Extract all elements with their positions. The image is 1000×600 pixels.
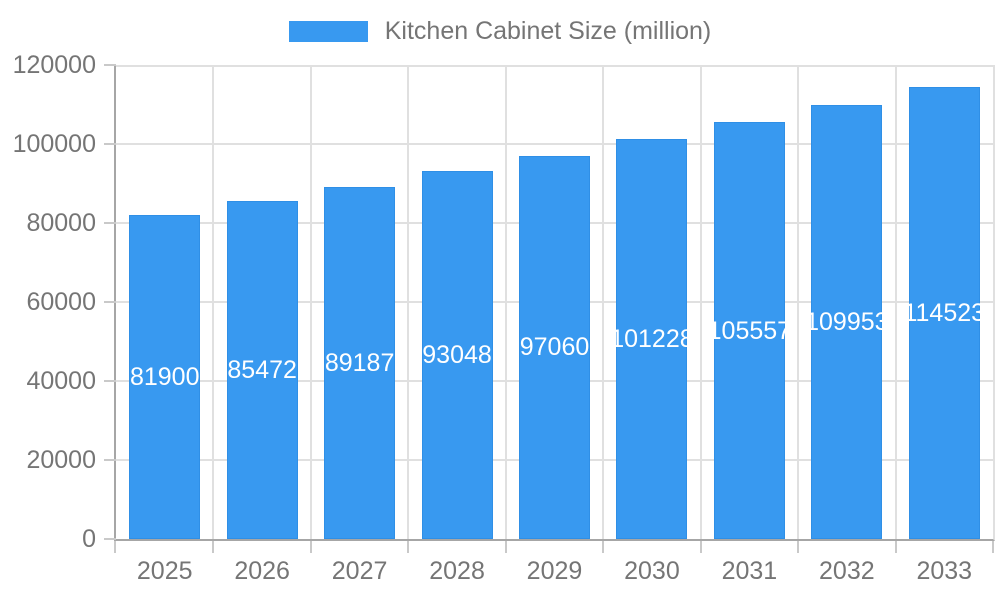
bar-value-label: 109953 <box>805 307 889 336</box>
gridline-vertical <box>797 65 800 539</box>
bar-2026[interactable] <box>226 201 298 539</box>
x-axis-tick <box>894 541 897 553</box>
x-axis-label: 2032 <box>819 557 875 585</box>
bar-value-label: 105557 <box>707 316 792 345</box>
bar-value-label: 97060 <box>519 333 590 362</box>
bar-value-label: 114523 <box>903 298 986 327</box>
y-axis-tick <box>104 222 116 224</box>
gridline-vertical <box>309 65 312 539</box>
x-axis-label: 2031 <box>721 557 778 585</box>
y-axis-label: 120000 <box>12 51 96 79</box>
x-axis-label: 2029 <box>526 557 583 585</box>
y-axis-label: 40000 <box>26 367 96 395</box>
x-axis-label: 2033 <box>916 557 973 585</box>
y-axis-tick <box>104 380 116 382</box>
y-axis-label: 60000 <box>26 288 96 316</box>
y-axis-tick <box>104 64 116 66</box>
bar-value-label: 85472 <box>227 356 297 385</box>
bar-2025[interactable] <box>129 215 201 539</box>
gridline-vertical <box>699 65 702 539</box>
gridline-vertical <box>407 65 410 539</box>
x-axis-tick <box>114 541 116 553</box>
bar-value-label: 89187 <box>324 348 395 377</box>
y-axis-tick <box>104 459 116 461</box>
y-axis-tick <box>104 301 116 303</box>
x-axis-tick <box>797 541 800 553</box>
bar-value-label: 93048 <box>422 341 492 370</box>
gridline-vertical <box>212 65 215 539</box>
gridline-horizontal <box>116 143 993 145</box>
bar-2031[interactable] <box>713 122 785 539</box>
x-axis-label: 2030 <box>624 557 680 585</box>
x-axis-tick <box>992 541 994 553</box>
y-axis-label: 100000 <box>12 130 96 158</box>
gridline-vertical <box>894 65 897 539</box>
bar-2032[interactable] <box>811 104 883 539</box>
legend-item[interactable]: Kitchen Cabinet Size (million) <box>288 16 712 46</box>
plot-area: 81900 85472 89187 93048 97060 101228 105557 109… <box>114 65 995 541</box>
legend-swatch-icon <box>288 20 368 42</box>
y-axis-label: 80000 <box>26 209 96 237</box>
bar-2029[interactable] <box>519 155 590 539</box>
x-axis-tick <box>309 541 312 553</box>
bar-2028[interactable] <box>421 171 493 539</box>
bar-value-label: 101228 <box>610 325 694 354</box>
x-axis-label: 2028 <box>429 557 485 585</box>
x-axis-tick <box>699 541 702 553</box>
y-axis-label: 20000 <box>26 446 96 474</box>
x-axis-label: 2027 <box>331 557 388 585</box>
x-axis-tick <box>602 541 605 553</box>
bar-2033[interactable] <box>908 86 980 539</box>
gridline-vertical <box>504 65 507 539</box>
bar-value-label: 81900 <box>129 363 200 392</box>
legend-label: Kitchen Cabinet Size (million) <box>384 17 712 45</box>
x-axis-tick <box>212 541 215 553</box>
x-axis-label: 2025 <box>136 557 193 585</box>
x-axis-label: 2026 <box>234 557 290 585</box>
gridline-horizontal <box>116 65 993 67</box>
gridline-vertical <box>602 65 605 539</box>
bar-2027[interactable] <box>324 186 396 539</box>
x-axis-tick <box>407 541 410 553</box>
y-axis-tick <box>104 538 116 540</box>
y-axis-tick <box>104 143 116 145</box>
legend: Kitchen Cabinet Size (million) <box>0 16 1000 46</box>
y-axis-label: 0 <box>82 525 96 553</box>
bar-2030[interactable] <box>616 139 688 539</box>
x-axis-tick <box>504 541 507 553</box>
